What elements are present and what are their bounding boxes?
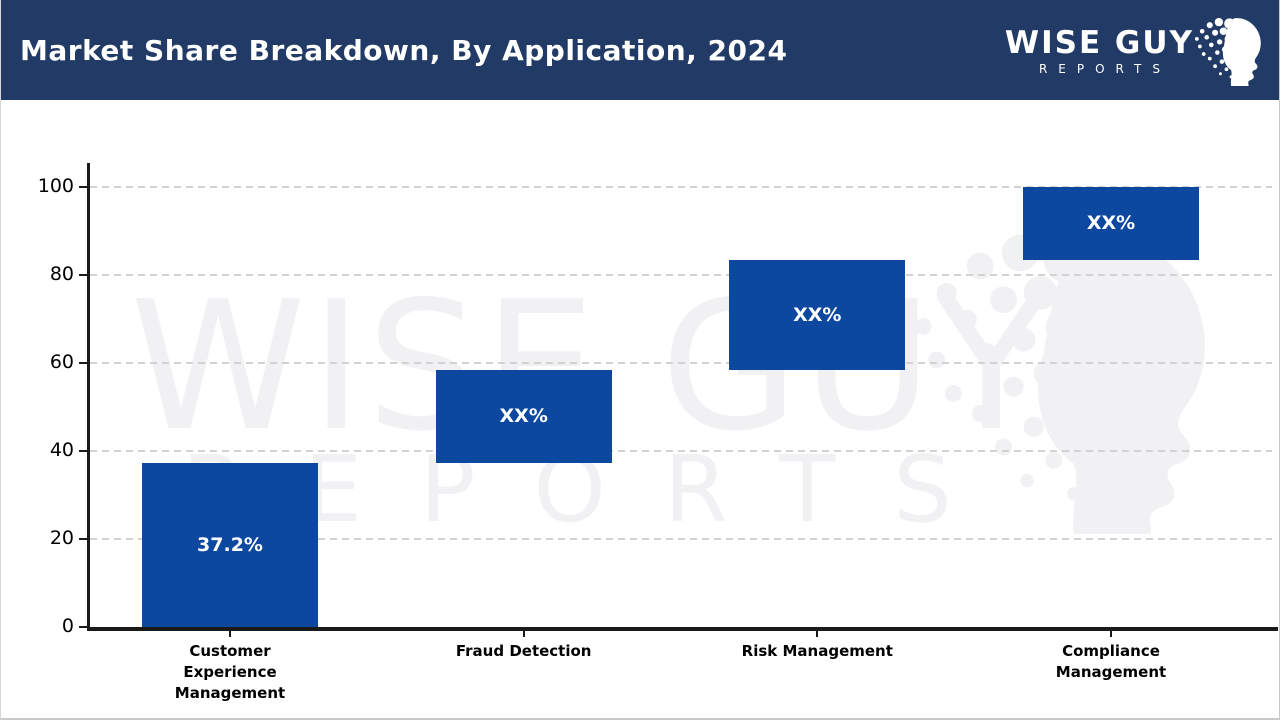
y-axis-tick-20 [79,538,88,540]
x-axis-category-label-2: Fraud Detection [409,641,639,662]
bar-value-label-4: XX% [1086,212,1136,235]
y-axis-tick-80 [79,274,88,276]
y-axis-tick-60 [79,362,88,364]
gridline-60 [90,362,1272,364]
gridline-40 [90,450,1272,452]
y-axis-label-100: 100 [37,175,74,197]
y-axis-tick-40 [79,450,88,452]
x-axis-category-line: Customer [189,642,271,660]
y-axis-label-60: 60 [49,351,74,373]
x-axis-category-line: Experience [183,663,277,681]
x-axis-category-label-3: Risk Management [702,641,932,662]
y-axis-label-20: 20 [49,527,74,549]
x-axis-tick-4 [1110,629,1112,637]
x-axis-tick-3 [816,629,819,637]
logo-wiseguy-label: WISE GUY [1004,24,1194,61]
wiseguy-logo-text: WISE GUY REPORTS [1005,26,1194,77]
gridline-20 [90,538,1272,540]
logo-reports-label: REPORTS [1038,61,1171,76]
bar-4 [1023,187,1199,260]
x-axis-category-label-4: Compliance Management [996,641,1226,683]
bar-value-label-2: XX% [499,405,548,428]
bar-3 [729,259,906,370]
x-axis-tick-1 [229,629,231,637]
x-axis-tick-2 [522,629,525,637]
x-axis-category-label-1: Customer Experience Management [115,641,345,704]
x-axis-category-line: Risk Management [741,642,893,660]
gridline-100 [90,186,1272,188]
y-axis-label-40: 40 [49,439,74,461]
bar-value-label-3: XX% [793,303,842,326]
x-axis-spine [87,627,1278,631]
page-title: Market Share Breakdown, By Application, … [20,33,788,67]
wiseguy-logo: WISE GUY REPORTS [1005,8,1266,94]
bar-1 [142,463,318,627]
y-axis-tick-0 [79,626,88,628]
bar-2 [435,369,612,464]
bar-value-label-1: 37.2% [197,534,263,557]
header-bar: Market Share Breakdown, By Application, … [0,0,1280,100]
x-axis-category-line: Fraud Detection [455,642,592,660]
x-axis-category-line: Compliance [1062,642,1160,660]
y-axis-label-0: 0 [61,615,74,637]
wiseguy-head-icon [1190,10,1266,92]
x-axis-category-line: Management [1055,663,1167,681]
x-axis-category-line: Management [174,684,286,702]
y-axis-label-80: 80 [49,263,74,285]
y-axis-tick-100 [79,186,88,188]
chart-plot-area: 0 20 40 60 80 100 37.2% Customer Experience Manag… [0,100,1280,720]
gridline-80 [90,274,1272,276]
y-axis-spine [87,163,90,631]
